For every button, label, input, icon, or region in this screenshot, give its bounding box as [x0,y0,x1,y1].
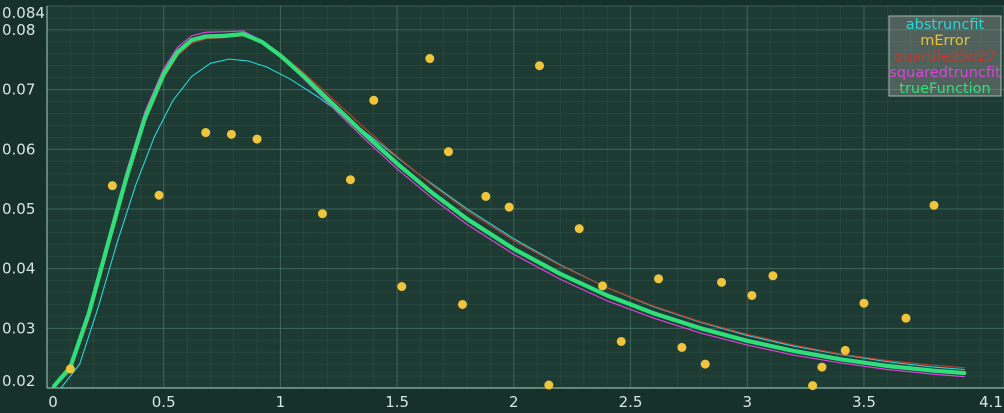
y-tick-label: 0.04 [2,260,35,278]
y-tick-label: 0.06 [2,140,35,158]
data-point-mError [544,380,554,390]
data-point-mError [654,274,664,284]
y-tick-label: 0.08 [2,21,35,39]
data-point-mError [616,336,626,346]
data-point-mError [425,54,435,64]
data-point-mError [443,147,453,157]
data-point-mError [717,277,727,287]
y-axis-tick-labels: 0.02 0.03 0.04 0.05 0.06 0.07 0.080.084 [2,4,45,390]
plot-background [47,6,1004,388]
data-point-mError [598,281,608,291]
data-point-mError [154,190,164,200]
y-tick-label: 0.05 [2,200,35,218]
data-point-mError [345,175,355,185]
data-point-mError [677,342,687,352]
data-point-mError [504,202,514,212]
data-point-mError [252,134,262,144]
chart-legend[interactable]: abstruncfitmErrorquartile25d27squaredtru… [888,15,1002,97]
legend-background [888,15,1002,97]
data-point-mError [369,95,379,105]
x-tick-label: 3 [742,393,752,411]
data-point-mError [747,290,757,300]
data-point-mError [397,282,407,292]
data-point-mError [901,313,911,323]
data-point-mError [808,381,818,391]
data-point-mError [817,362,827,372]
x-tick-label: 0.5 [152,393,176,411]
y-tick-label: 0.084 [2,4,45,22]
legend-item-abstruncfit[interactable]: abstruncfit [906,17,985,33]
axis-lines [46,6,1004,389]
data-point-mError [840,345,850,355]
y-tick-label: 0.03 [2,319,35,337]
series-line-squaredtruncfit [53,30,965,386]
legend-item-trueFunction[interactable]: trueFunction [899,81,990,97]
data-point-mError [65,364,75,374]
series-lines [51,30,967,389]
y-tick-label: 0.02 [2,372,35,390]
data-point-mError [481,191,491,201]
x-tick-label: 2.5 [619,393,643,411]
series-scatter-points [65,54,939,391]
data-point-mError [700,359,710,369]
data-point-mError [574,224,584,234]
legend-item-quartile25d27[interactable]: quartile25d27 [894,49,996,65]
legend-item-squaredtruncfit[interactable]: squaredtruncfit [889,65,1001,81]
x-tick-label: 1 [276,393,286,411]
data-point-mError [535,61,544,71]
data-point-mError [859,298,869,308]
x-tick-label: 0 [48,393,58,411]
data-point-mError [317,209,327,219]
y-tick-label: 0.07 [2,81,35,99]
data-point-mError [107,181,117,191]
data-point-mError [768,271,778,281]
x-tick-label: 4.1 [979,393,1003,411]
data-point-mError [457,299,467,309]
x-tick-label: 3.5 [852,393,876,411]
data-point-mError [929,200,939,210]
x-tick-label: 1.5 [385,393,409,411]
x-tick-label: 2 [509,393,519,411]
data-point-mError [226,129,236,139]
series-line-trueFunction [51,31,967,389]
legend-item-mError[interactable]: mError [920,33,970,49]
x-axis-tick-labels: 0 0.5 1 1.5 2 2.5 3 3.5 4.1 [48,393,1003,411]
data-point-mError [201,128,211,138]
